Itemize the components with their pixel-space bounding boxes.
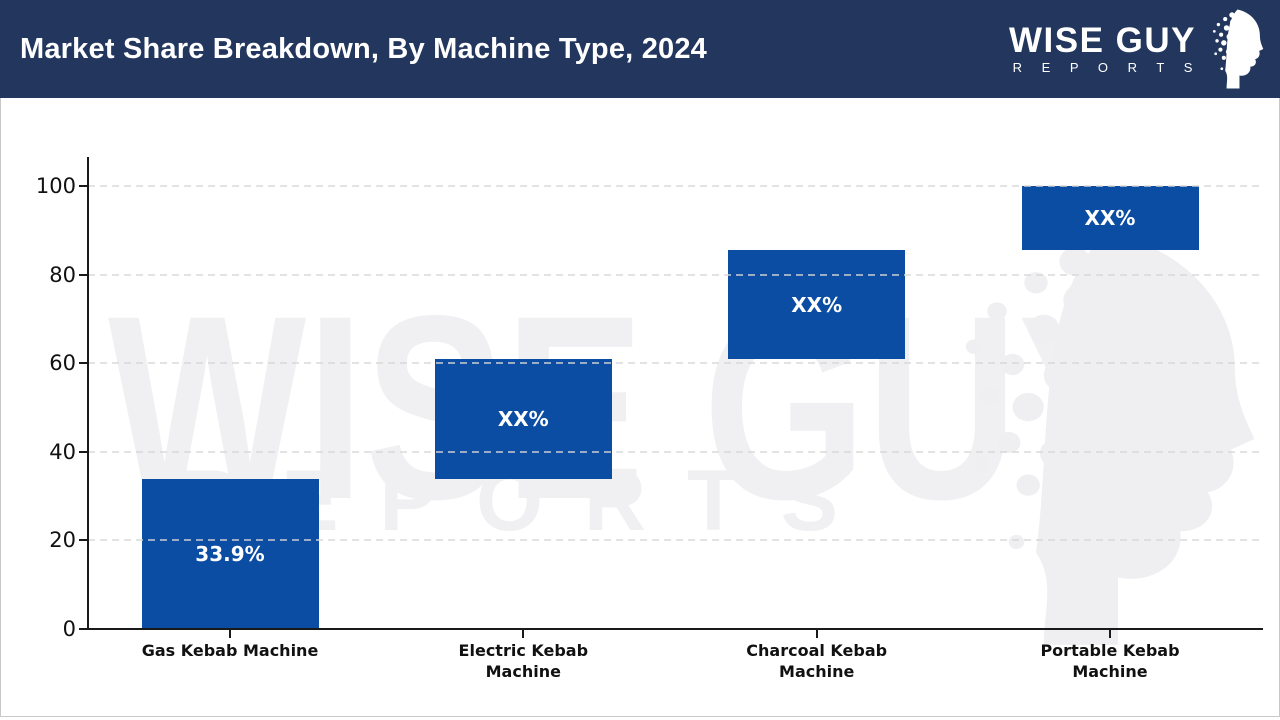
- gridline-100: [88, 185, 1262, 187]
- wiseguy-face-icon: [1212, 9, 1264, 89]
- x-tickmark-1: [229, 630, 231, 638]
- x-category-label-line: Electric Kebab: [458, 641, 589, 660]
- y-tickmark-60: [79, 362, 88, 365]
- y-axis-spine: [87, 157, 89, 630]
- bar-4-portable-kebab-machine: XX%: [1021, 186, 1199, 251]
- x-tickmark-4: [1109, 630, 1111, 638]
- y-tickmark-100: [79, 185, 88, 187]
- bar-value-label-3: XX%: [791, 292, 843, 317]
- x-category-label-2: Electric Kebab Machine: [408, 640, 638, 682]
- bar-3-charcoal-kebab-machine: XX%: [728, 250, 906, 359]
- y-tick-label-40: 40: [49, 439, 76, 464]
- x-category-label-4: Portable Kebab Machine: [995, 640, 1225, 682]
- x-category-label-line: Machine: [779, 662, 855, 681]
- x-tickmark-3: [815, 630, 818, 638]
- bar-value-label-4: XX%: [1084, 206, 1136, 231]
- bar-1-gas-kebab-machine: 33.9%: [141, 478, 319, 629]
- x-tickmark-2: [522, 630, 525, 638]
- x-category-label-line: Charcoal Kebab: [746, 641, 888, 660]
- page-title: Market Share Breakdown, By Machine Type,…: [20, 32, 708, 65]
- y-tick-label-20: 20: [49, 528, 76, 553]
- gridline-20: [88, 539, 1262, 542]
- x-category-label-line: Machine: [1072, 662, 1148, 681]
- y-tick-label-0: 0: [62, 617, 76, 641]
- y-tick-label-60: 60: [49, 351, 76, 376]
- logo-wordmark: WISE GUY: [1008, 20, 1196, 60]
- gridline-80: [88, 273, 1262, 276]
- x-axis-spine: [87, 628, 1263, 630]
- watermark-face: [965, 233, 1255, 645]
- bar-value-label-1: 33.9%: [195, 541, 265, 566]
- x-category-label-3: Charcoal Kebab Machine: [702, 640, 932, 682]
- y-tickmark-40: [79, 450, 88, 453]
- y-tick-label-100: 100: [35, 174, 76, 198]
- wiseguy-logo: WISE GUY R E P O R T S: [1009, 7, 1266, 91]
- x-category-label-1: Gas Kebab Machine: [115, 640, 345, 661]
- header-bar: Market Share Breakdown, By Machine Type,…: [0, 0, 1280, 98]
- y-tick-label-80: 80: [49, 262, 76, 287]
- gridline-60: [88, 362, 1262, 365]
- bar-value-label-2: XX%: [497, 406, 549, 431]
- y-tickmark-20: [79, 539, 88, 542]
- y-tickmark-0: [79, 628, 88, 630]
- wiseguy-logo-text: WISE GUY R E P O R T S: [1008, 20, 1196, 76]
- frame-left-line: [0, 98, 1, 717]
- logo-subtitle: R E P O R T S: [1012, 59, 1201, 75]
- x-category-label-line: Portable Kebab: [1040, 641, 1180, 660]
- y-tickmark-80: [79, 273, 88, 276]
- bar-2-electric-kebab-machine: XX%: [434, 358, 612, 479]
- frame-bottom-line: [0, 716, 1280, 717]
- gridline-40: [88, 450, 1262, 453]
- x-category-label-line: Machine: [485, 662, 561, 681]
- x-category-label-line: Gas Kebab Machine: [141, 641, 319, 660]
